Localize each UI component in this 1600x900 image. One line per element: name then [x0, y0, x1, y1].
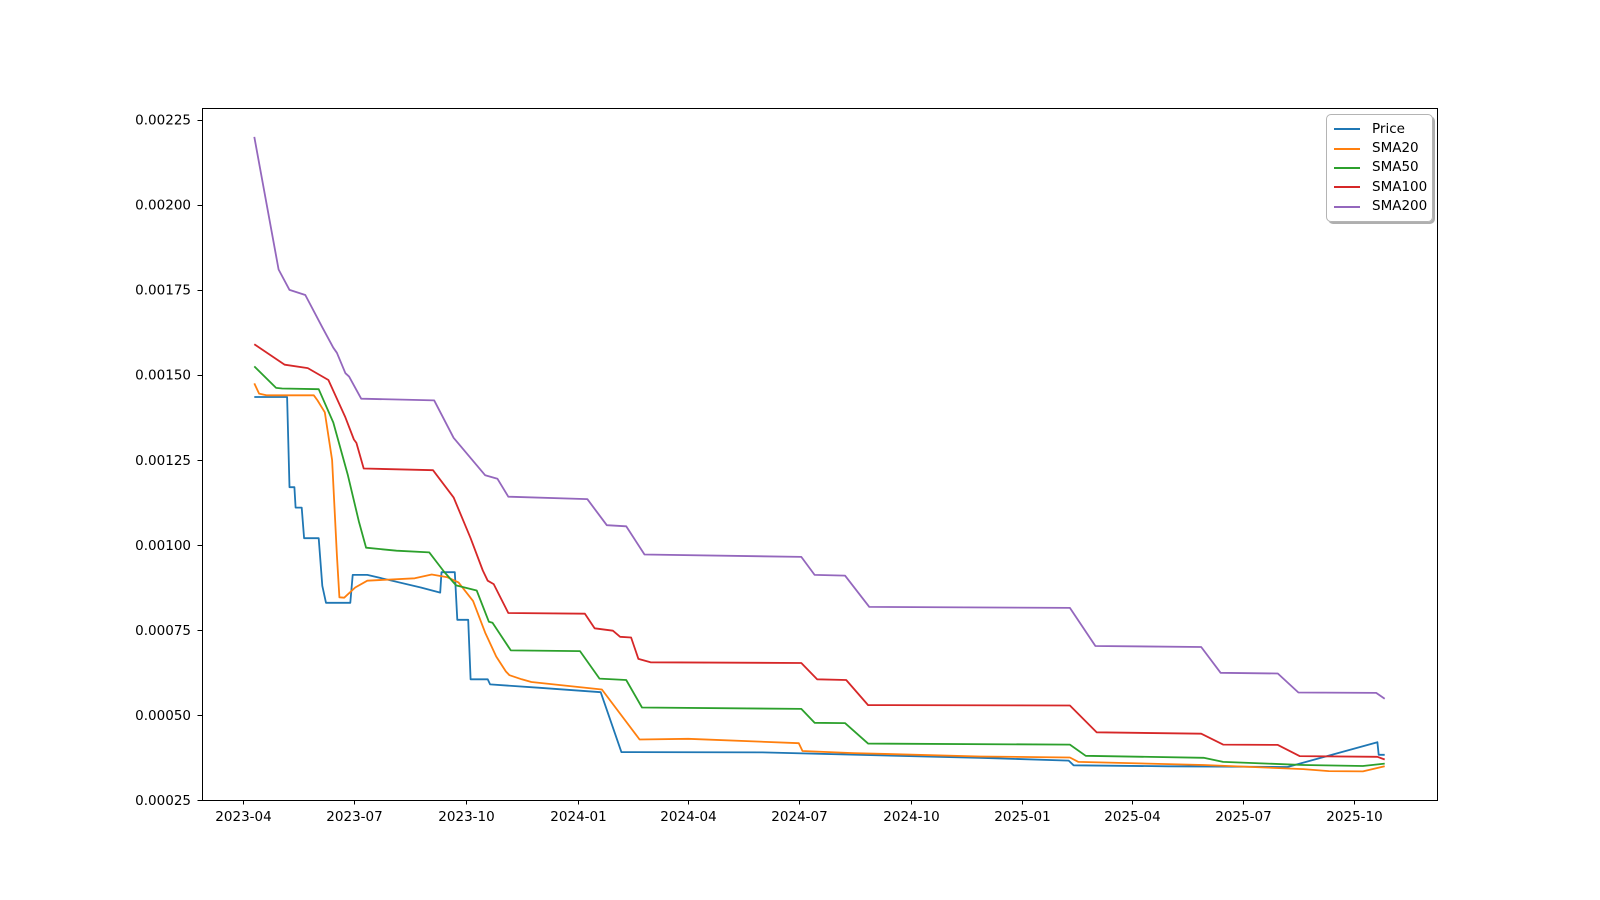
x-tick-label: 2025-10: [1326, 809, 1382, 825]
x-tick-label: 2025-01: [994, 809, 1050, 825]
x-tick-label: 2023-04: [215, 809, 271, 825]
legend-item-sma50: SMA50: [1334, 159, 1425, 177]
sma200-line-swatch: [1334, 205, 1360, 208]
legend-label: SMA20: [1372, 139, 1419, 156]
price-line-swatch: [1334, 128, 1360, 131]
legend-label: SMA100: [1372, 178, 1428, 195]
x-tick-label: 2023-10: [438, 809, 494, 825]
x-tick-label: 2023-07: [326, 809, 382, 825]
legend-item-sma200: SMA200: [1334, 197, 1428, 216]
y-tick-label: 0.00075: [135, 623, 191, 639]
x-tick-label: 2024-01: [550, 809, 606, 825]
y-tick-label: 0.00225: [135, 113, 191, 129]
legend-item-price: Price: [1334, 120, 1425, 138]
x-tick-label: 2025-04: [1104, 809, 1160, 825]
legend-label: SMA200: [1372, 197, 1428, 214]
legend-label: SMA50: [1372, 159, 1419, 176]
x-tick-label: 2024-07: [771, 809, 827, 825]
sma100-line-swatch: [1334, 186, 1360, 189]
series-line-sma50: [253, 365, 1385, 767]
y-tick-label: 0.00150: [135, 368, 191, 384]
series-line-sma100: [253, 343, 1386, 761]
legend-item-sma20: SMA20: [1334, 140, 1425, 158]
y-tick-label: 0.00175: [135, 283, 191, 299]
x-tick-label: 2024-04: [660, 809, 716, 825]
series-line-price: [254, 396, 1385, 768]
y-tick-label: 0.00200: [135, 198, 191, 214]
legend-item-sma100: SMA100: [1334, 178, 1428, 196]
legend: Price SMA20 SMA50 SMA100 SMA200: [1326, 114, 1433, 222]
sma50-line-swatch: [1334, 166, 1360, 169]
plot-area-border: [202, 108, 1438, 801]
x-tick-label: 2024-10: [883, 809, 939, 825]
legend-label: Price: [1372, 120, 1405, 137]
y-tick-label: 0.00025: [135, 793, 191, 809]
x-tick-label: 2025-07: [1215, 809, 1271, 825]
y-tick-label: 0.00100: [135, 538, 191, 554]
y-tick-label: 0.00050: [135, 708, 191, 724]
series-line-sma20: [253, 383, 1385, 773]
y-tick-label: 0.00125: [135, 453, 191, 469]
sma20-line-swatch: [1334, 147, 1360, 150]
series-line-sma200: [253, 136, 1386, 700]
